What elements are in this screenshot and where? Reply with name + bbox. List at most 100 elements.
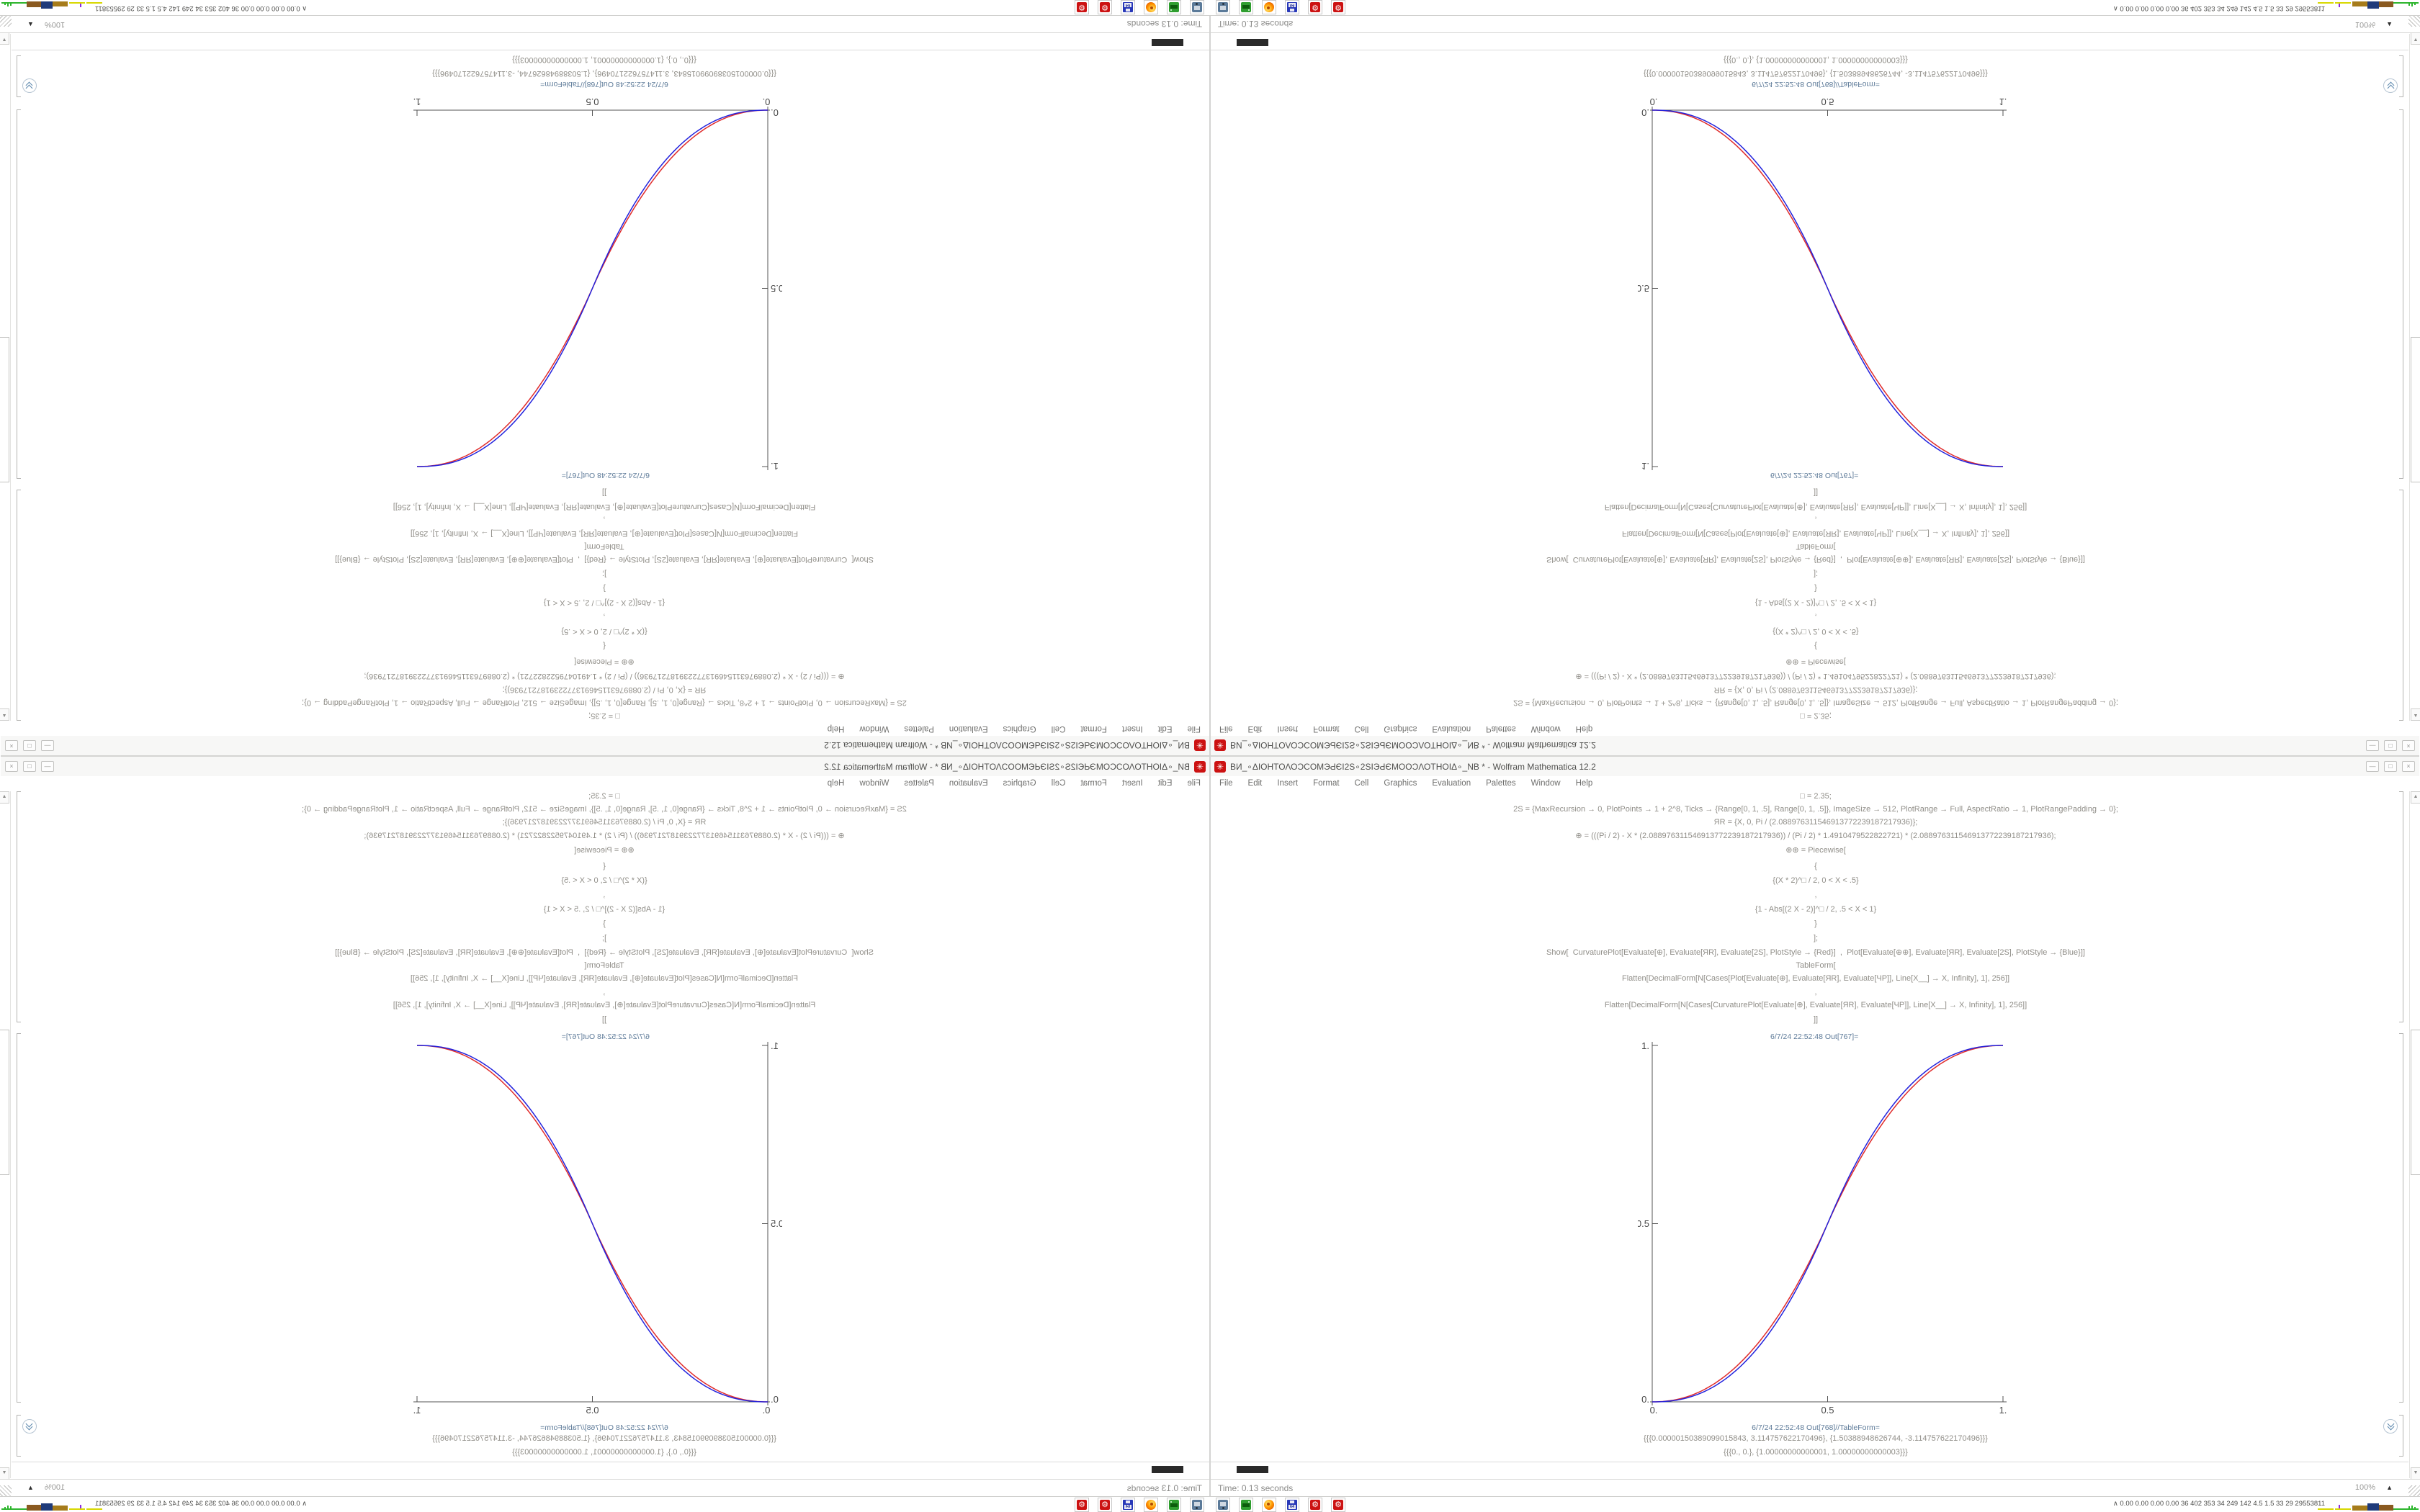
hscrollbar-thumb[interactable] [1237,39,1268,46]
code-line[interactable]: {(X * 2)^□ / 2, 0 < X < .5} [561,876,647,885]
code-line[interactable]: ]] [1813,488,1819,497]
code-line[interactable]: { [603,862,606,870]
code-line[interactable]: 2S = {MaxRecursion → 0, PlotPoints → 1 +… [1513,698,2118,707]
tray-firefox-icon[interactable] [1144,0,1158,14]
menu-item-evaluation[interactable]: Evaluation [949,724,988,733]
code-line[interactable]: TableForm[ [584,961,624,970]
menu-item-palettes[interactable]: Palettes [1486,724,1516,733]
magnification-value[interactable]: 100% [2354,20,2375,29]
window-titlebar[interactable]: ✳ ВИ_∘ΔΙΟΗΤΟΛΟϽCOMЭԀЄΙ2Ѕ∘2ЅΙЭԀЄΜΟΟϽΛΟΤΗΟ… [1211,757,2419,777]
tray-red-gear-icon[interactable]: ⚙ [1331,0,1345,14]
code-line[interactable]: { [603,642,606,650]
code-line[interactable]: ⊕ = (((Pi / 2) - X * (2.0889763115469137… [364,672,845,680]
code-line[interactable]: ⊕⊕ = Piecewise[ [1785,657,1846,666]
code-line[interactable]: Flatten[DecimalForm[N[Cases[CurvaturePlo… [1604,503,2027,511]
hscrollbar-thumb[interactable] [1237,1466,1268,1473]
code-line[interactable]: , [1814,613,1817,621]
menu-item-window[interactable]: Window [859,724,889,733]
menu-item-insert[interactable]: Insert [1121,724,1143,733]
code-line[interactable]: ⊕ = (((Pi / 2) - X * (2.0889763115469137… [1575,832,2056,840]
menu-item-insert[interactable]: Insert [1277,779,1299,788]
suggestions-bar-toggle[interactable] [22,78,37,93]
code-line[interactable]: ЯR = {X, 0, Pi / (2.08897631154691377223… [502,685,707,694]
tray-green-device-icon[interactable] [1239,0,1253,14]
menu-item-edit[interactable]: Edit [1247,779,1263,788]
code-line[interactable]: TableForm[ [584,542,624,551]
code-line[interactable]: ⊕⊕ = Piecewise[ [574,846,635,855]
menu-item-cell[interactable]: Cell [1354,779,1369,788]
menu-item-evaluation[interactable]: Evaluation [1432,779,1471,788]
code-line[interactable]: 2S = {MaxRecursion → 0, PlotPoints → 1 +… [302,698,907,707]
menu-item-palettes[interactable]: Palettes [904,724,934,733]
minimize-button[interactable]: — [2366,761,2379,772]
tray-floppy-icon[interactable]: 64 [1121,0,1135,14]
scroll-down-button[interactable]: ▼ [0,1467,9,1480]
cell-bracket-input[interactable] [17,490,21,721]
tray-red-gear-icon[interactable]: ⚙ [1308,1498,1322,1512]
menu-item-file[interactable]: File [1187,724,1201,733]
code-line[interactable]: Flatten[DecimalForm[N[Cases[Plot[Evaluat… [1621,974,2010,983]
menu-item-insert[interactable]: Insert [1121,779,1143,788]
menu-item-palettes[interactable]: Palettes [1486,779,1516,788]
tray-red-gear-icon[interactable]: ⚙ [1308,0,1322,14]
horizontal-scrollbar[interactable] [12,32,1209,50]
code-line[interactable]: , [603,516,606,524]
close-button[interactable]: × [2402,740,2415,751]
code-line[interactable]: Show[ CurvaturePlot[Evaluate[⊕], Evaluat… [1546,948,2085,957]
tray-floppy-icon[interactable]: 64 [1285,0,1299,14]
code-line[interactable]: ]; [1813,934,1819,942]
code-line[interactable]: Show[ CurvaturePlot[Evaluate[⊕], Evaluat… [1546,555,2085,564]
code-line[interactable]: , [1814,516,1817,524]
menu-item-format[interactable]: Format [1080,724,1107,733]
maximize-button[interactable]: □ [2384,761,2397,772]
hscrollbar-thumb[interactable] [1152,1466,1183,1473]
resize-grip[interactable] [2408,1485,2420,1497]
menu-item-file[interactable]: File [1187,779,1201,788]
code-line[interactable]: □ = 2.35; [1800,792,1832,801]
menu-item-format[interactable]: Format [1313,724,1340,733]
code-line[interactable]: {(X * 2)^□ / 2, 0 < X < .5} [1773,627,1859,636]
code-line[interactable]: , [603,613,606,621]
scroll-up-button[interactable]: ▲ [0,708,9,721]
code-line[interactable]: , [1814,891,1817,899]
tray-red-gear-icon[interactable]: ⚙ [1075,1498,1089,1512]
code-line[interactable]: {1 - Abs[(2 X - 2)]^□ / 2, .5 < X < 1} [1754,905,1877,914]
tray-firefox-icon[interactable] [1262,0,1276,14]
scrollbar-thumb[interactable] [2411,337,2420,482]
resize-grip[interactable] [0,15,12,27]
tray-green-device-icon[interactable] [1167,1498,1181,1512]
scrollbar-thumb[interactable] [0,1030,9,1175]
code-line[interactable]: □ = 2.35; [588,711,620,720]
window-titlebar[interactable]: ✳ ВИ_∘ΔΙΟΗΤΟΛΟϽCOMЭԀЄΙ2Ѕ∘2ЅΙЭԀЄΜΟΟϽΛΟΤΗΟ… [1,757,1209,777]
code-line[interactable]: Flatten[DecimalForm[N[Cases[CurvaturePlo… [1604,1001,2027,1009]
resize-grip[interactable] [2408,15,2420,27]
code-line[interactable]: ]] [1813,1015,1819,1024]
scrollbar-thumb[interactable] [2411,1030,2420,1175]
cell-bracket-input[interactable] [2399,490,2403,721]
cell-bracket-plot[interactable] [2399,1033,2403,1403]
tray-red-gear-icon[interactable]: ⚙ [1075,0,1089,14]
magnification-value[interactable]: 100% [45,20,66,29]
magnification-arrow-icon[interactable]: ▲ [2386,1484,2393,1491]
scroll-up-button[interactable]: ▲ [2411,791,2420,804]
tray-screen-capture-icon[interactable] [1216,0,1230,14]
menu-item-graphics[interactable]: Graphics [1384,779,1417,788]
menu-item-window[interactable]: Window [1531,724,1561,733]
maximize-button[interactable]: □ [2384,740,2397,751]
menu-item-evaluation[interactable]: Evaluation [949,779,988,788]
tray-red-gear-icon[interactable]: ⚙ [1098,1498,1112,1512]
menu-item-edit[interactable]: Edit [1157,724,1173,733]
cell-bracket-tableform[interactable] [2399,1415,2403,1457]
code-line[interactable]: □ = 2.35; [1800,711,1832,720]
code-line[interactable]: ⊕⊕ = Piecewise[ [574,657,635,666]
close-button[interactable]: × [5,761,18,772]
code-line[interactable]: {(X * 2)^□ / 2, 0 < X < .5} [1773,876,1859,885]
menu-item-insert[interactable]: Insert [1277,724,1299,733]
scroll-down-button[interactable]: ▼ [0,32,9,45]
code-line[interactable]: Show[ CurvaturePlot[Evaluate[⊕], Evaluat… [335,555,874,564]
code-line[interactable]: { [1814,642,1817,650]
code-line[interactable]: Flatten[DecimalForm[N[Cases[CurvaturePlo… [393,1001,816,1009]
code-line[interactable]: {1 - Abs[(2 X - 2)]^□ / 2, .5 < X < 1} [1754,598,1877,607]
menu-item-help[interactable]: Help [827,724,845,733]
magnification-arrow-icon[interactable]: ▲ [2386,21,2393,28]
